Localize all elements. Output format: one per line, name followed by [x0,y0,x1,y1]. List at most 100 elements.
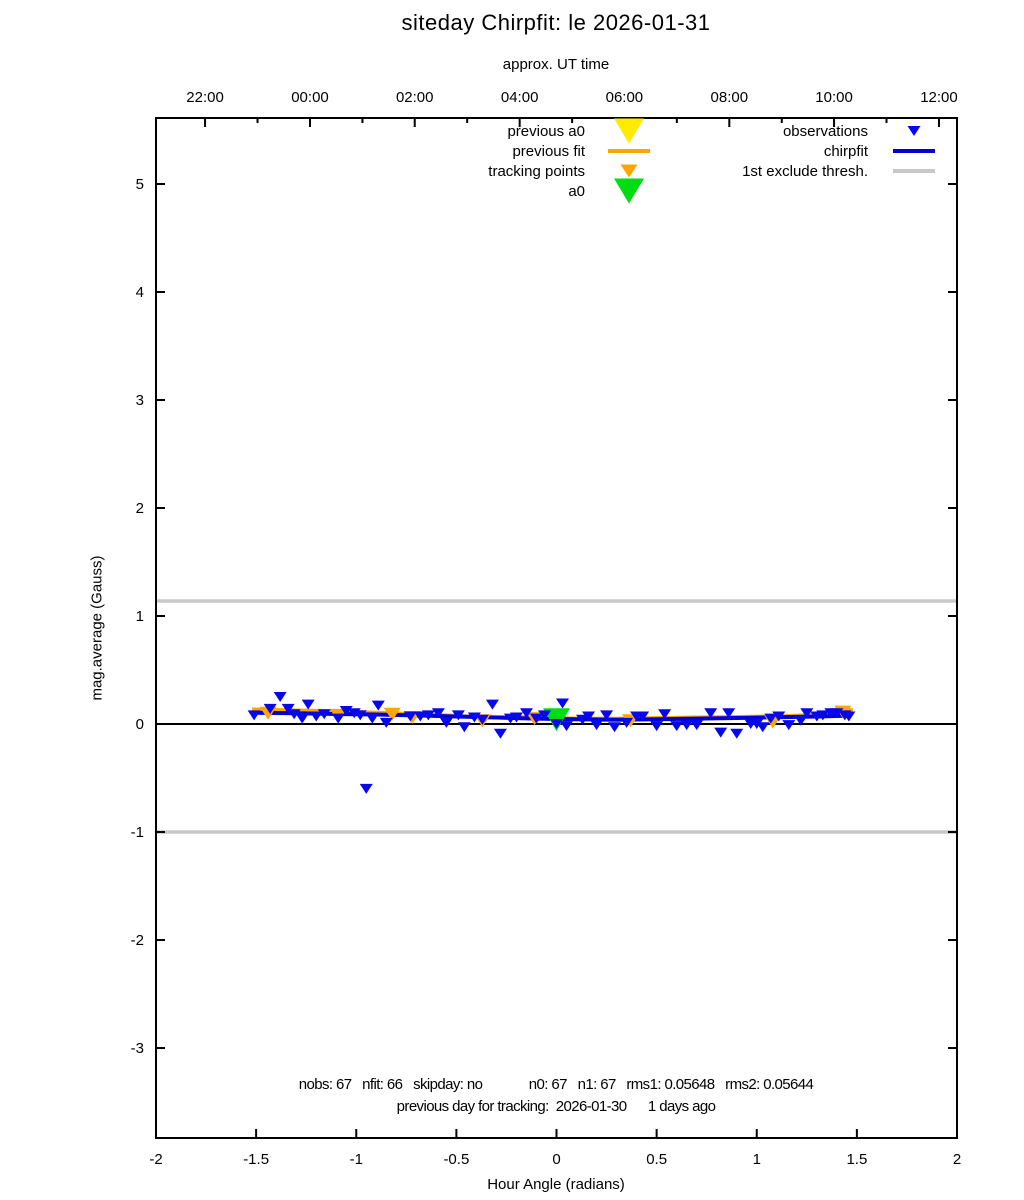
x2-tick-label: 10:00 [815,89,853,106]
observation-point [600,710,614,721]
y-tick-label: -2 [131,932,144,949]
observation-point [493,728,507,739]
observation-point [485,699,499,710]
observation-point [529,713,543,724]
legend-marker-tracking-points [620,164,638,178]
observation-point [301,699,315,710]
observation-point [403,711,417,722]
y-tick-label: 2 [136,500,144,517]
observation-point [309,711,323,722]
x2-tick-label: 08:00 [711,89,749,106]
observation-point [421,710,435,721]
observation-point [550,719,563,730]
stats-line-2: previous day for tracking: 2026-01-30 1 … [396,1098,716,1115]
x-tick-label: -0.5 [443,1151,469,1168]
observation-point [371,700,385,711]
observation-point [772,711,786,722]
observation-point [722,708,736,719]
observation-point [582,711,596,722]
legend-label-a0: a0 [568,183,585,200]
x-tick-label: 1 [753,1151,761,1168]
observation-point [431,708,445,719]
legend-marker-observations [907,126,921,136]
observation-point [756,722,770,733]
y-tick-label: -1 [131,824,144,841]
stats-line-1: nobs: 67 nfit: 66 skipday: no n0: 67 n1:… [298,1076,814,1093]
x2-tick-label: 12:00 [920,89,958,106]
observation-point [365,713,379,724]
legend-label-previous-fit: previous fit [512,143,585,160]
observation-point [670,721,684,732]
y-axis-label: mag.average (Gauss) [88,555,106,701]
observation-point [451,710,465,721]
observation-point [680,720,694,731]
legend-label-chirpfit: chirpfit [824,143,869,160]
observation-point [331,713,345,724]
tracking-point [383,707,401,721]
y-tick-label: 1 [136,608,144,625]
observation-point [690,720,704,731]
observation-point [730,728,744,739]
observation-point [636,711,650,722]
observation-point [750,719,764,730]
observation-point [704,708,718,719]
observation-point [439,717,453,728]
y-tick-label: -3 [131,1040,144,1057]
x2-tick-label: 02:00 [396,89,434,106]
observation-point [295,713,309,724]
observation-point [509,712,523,723]
legend-label-1st-exclude-thresh: 1st exclude thresh. [742,163,868,180]
observation-point [800,708,814,719]
chart-title: siteday Chirpfit: le 2026-01-31 [401,10,711,35]
x-tick-label: -2 [149,1151,162,1168]
observation-point [620,717,634,728]
observation-point [379,717,393,728]
observation-point [263,703,277,714]
observation-point [287,709,301,720]
observation-point [658,709,672,720]
top-axis-label: approx. UT time [502,56,610,73]
x2-tick-label: 00:00 [291,89,329,106]
observation-point [273,692,287,703]
legend-label-tracking-points: tracking points [488,163,585,180]
legend-marker-a0 [614,178,644,204]
y-tick-label: 0 [136,716,144,733]
observation-point [475,714,489,725]
observation-point [842,711,856,722]
observation-point [353,710,367,721]
observation-point [457,722,471,733]
x-tick-label: 0.5 [646,1151,667,1168]
legend-label-observations: observations [783,123,868,140]
x2-tick-label: 04:00 [501,89,539,106]
observation-point [519,708,533,719]
legend-marker-previous-a0 [614,118,644,144]
y-tick-label: 5 [136,176,144,193]
plot-border [155,117,958,1139]
observation-point [359,783,373,794]
observation-point [560,721,574,732]
observation-point [413,711,427,722]
observation-point [764,713,778,724]
observation-point [714,727,728,738]
observation-point [281,703,295,714]
x-tick-label: 0 [552,1151,560,1168]
x-tick-label: -1.5 [243,1151,269,1168]
x-tick-label: 2 [953,1151,961,1168]
observation-point [590,720,604,731]
observation-point [608,722,622,733]
legend-label-previous-a0: previous a0 [507,123,585,140]
observation-point [816,710,830,721]
observation-point [537,710,551,721]
observation-point [247,710,261,721]
y-tick-label: 3 [136,392,144,409]
x-axis-label: Hour Angle (radians) [487,1176,625,1193]
y-tick-label: 4 [136,284,144,301]
observation-point [650,721,664,732]
observation-point [556,698,570,709]
observation-point [317,709,331,720]
x-tick-label: 1.5 [846,1151,867,1168]
x2-tick-label: 22:00 [186,89,224,106]
x2-tick-label: 06:00 [606,89,644,106]
